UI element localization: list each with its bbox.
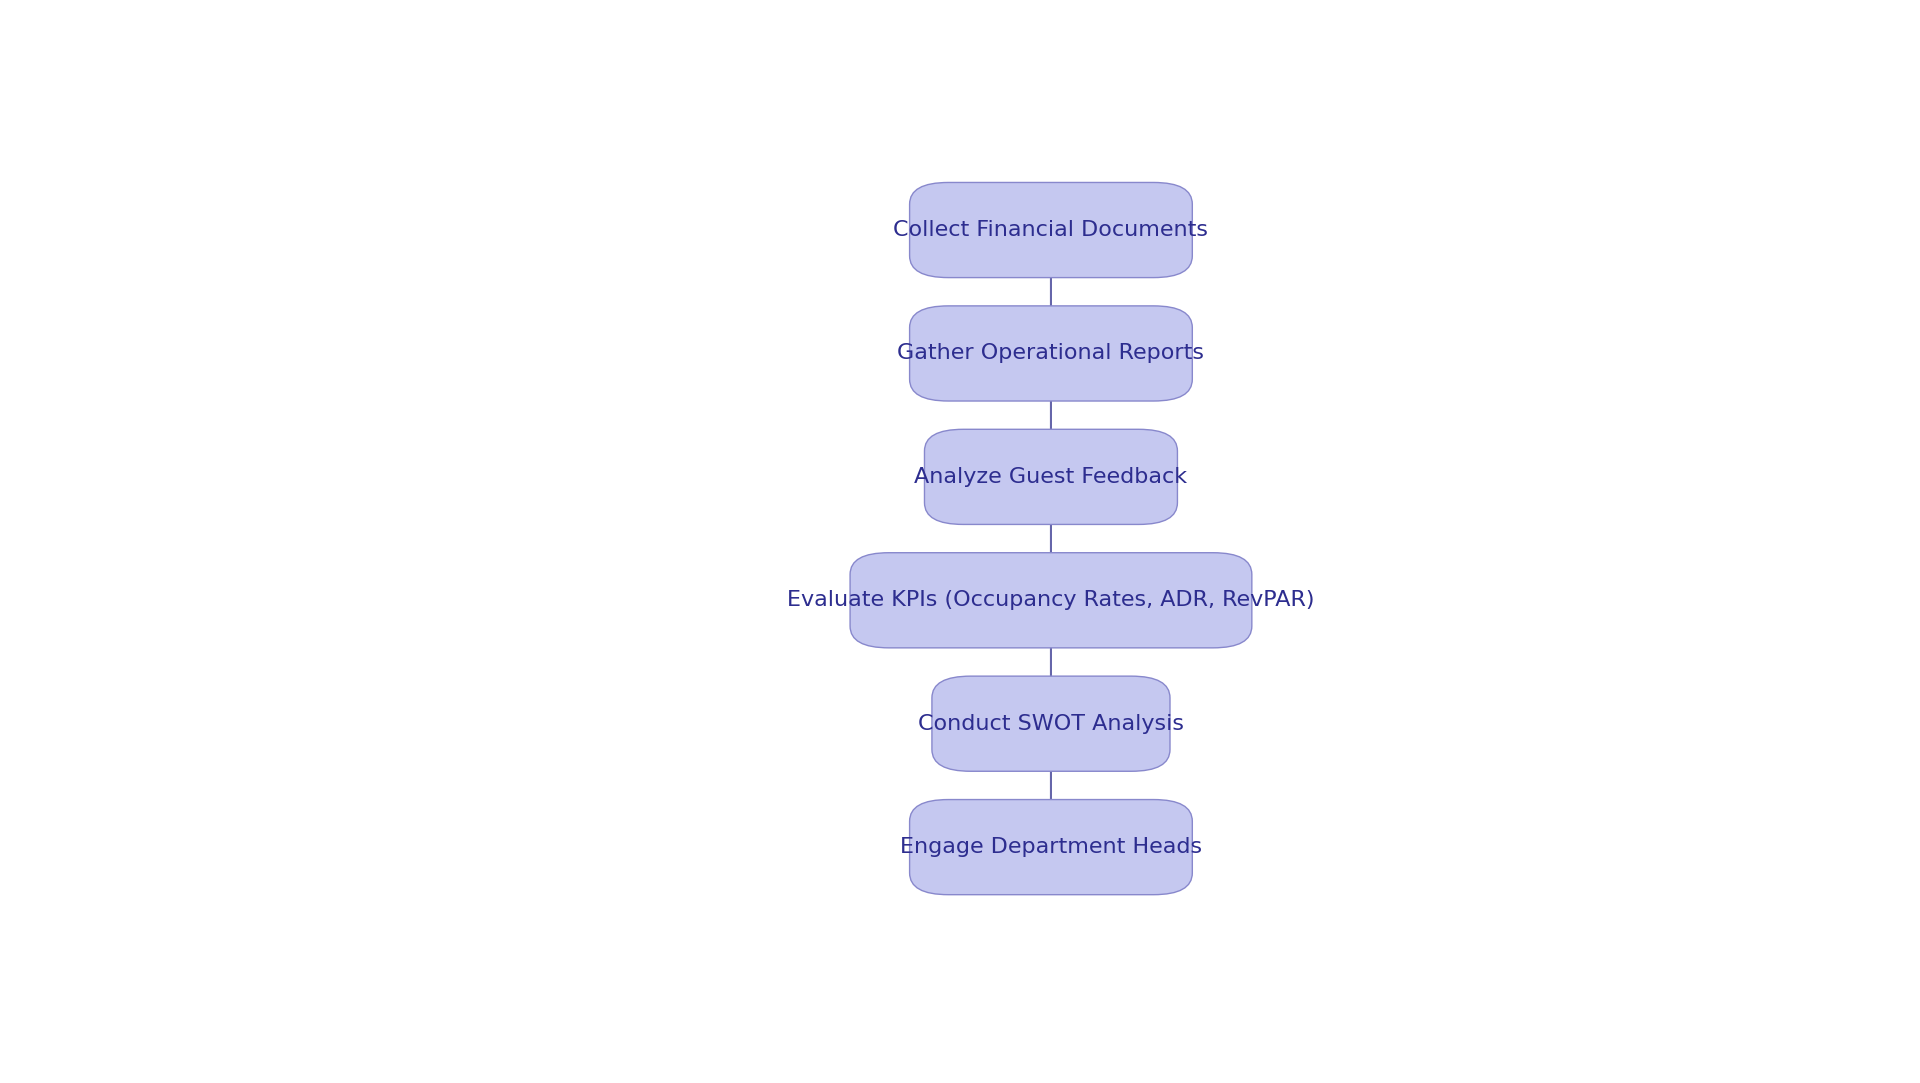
FancyBboxPatch shape <box>910 305 1192 401</box>
Text: Engage Department Heads: Engage Department Heads <box>900 837 1202 857</box>
Text: Collect Financial Documents: Collect Financial Documents <box>893 220 1208 240</box>
FancyBboxPatch shape <box>931 676 1169 771</box>
Text: Analyze Guest Feedback: Analyze Guest Feedback <box>914 467 1188 487</box>
Text: Conduct SWOT Analysis: Conduct SWOT Analysis <box>918 714 1185 733</box>
FancyBboxPatch shape <box>910 799 1192 895</box>
FancyBboxPatch shape <box>910 182 1192 277</box>
FancyBboxPatch shape <box>851 552 1252 648</box>
Text: Gather Operational Reports: Gather Operational Reports <box>897 343 1204 364</box>
FancyBboxPatch shape <box>925 429 1177 524</box>
Text: Evaluate KPIs (Occupancy Rates, ADR, RevPAR): Evaluate KPIs (Occupancy Rates, ADR, Rev… <box>787 590 1315 611</box>
